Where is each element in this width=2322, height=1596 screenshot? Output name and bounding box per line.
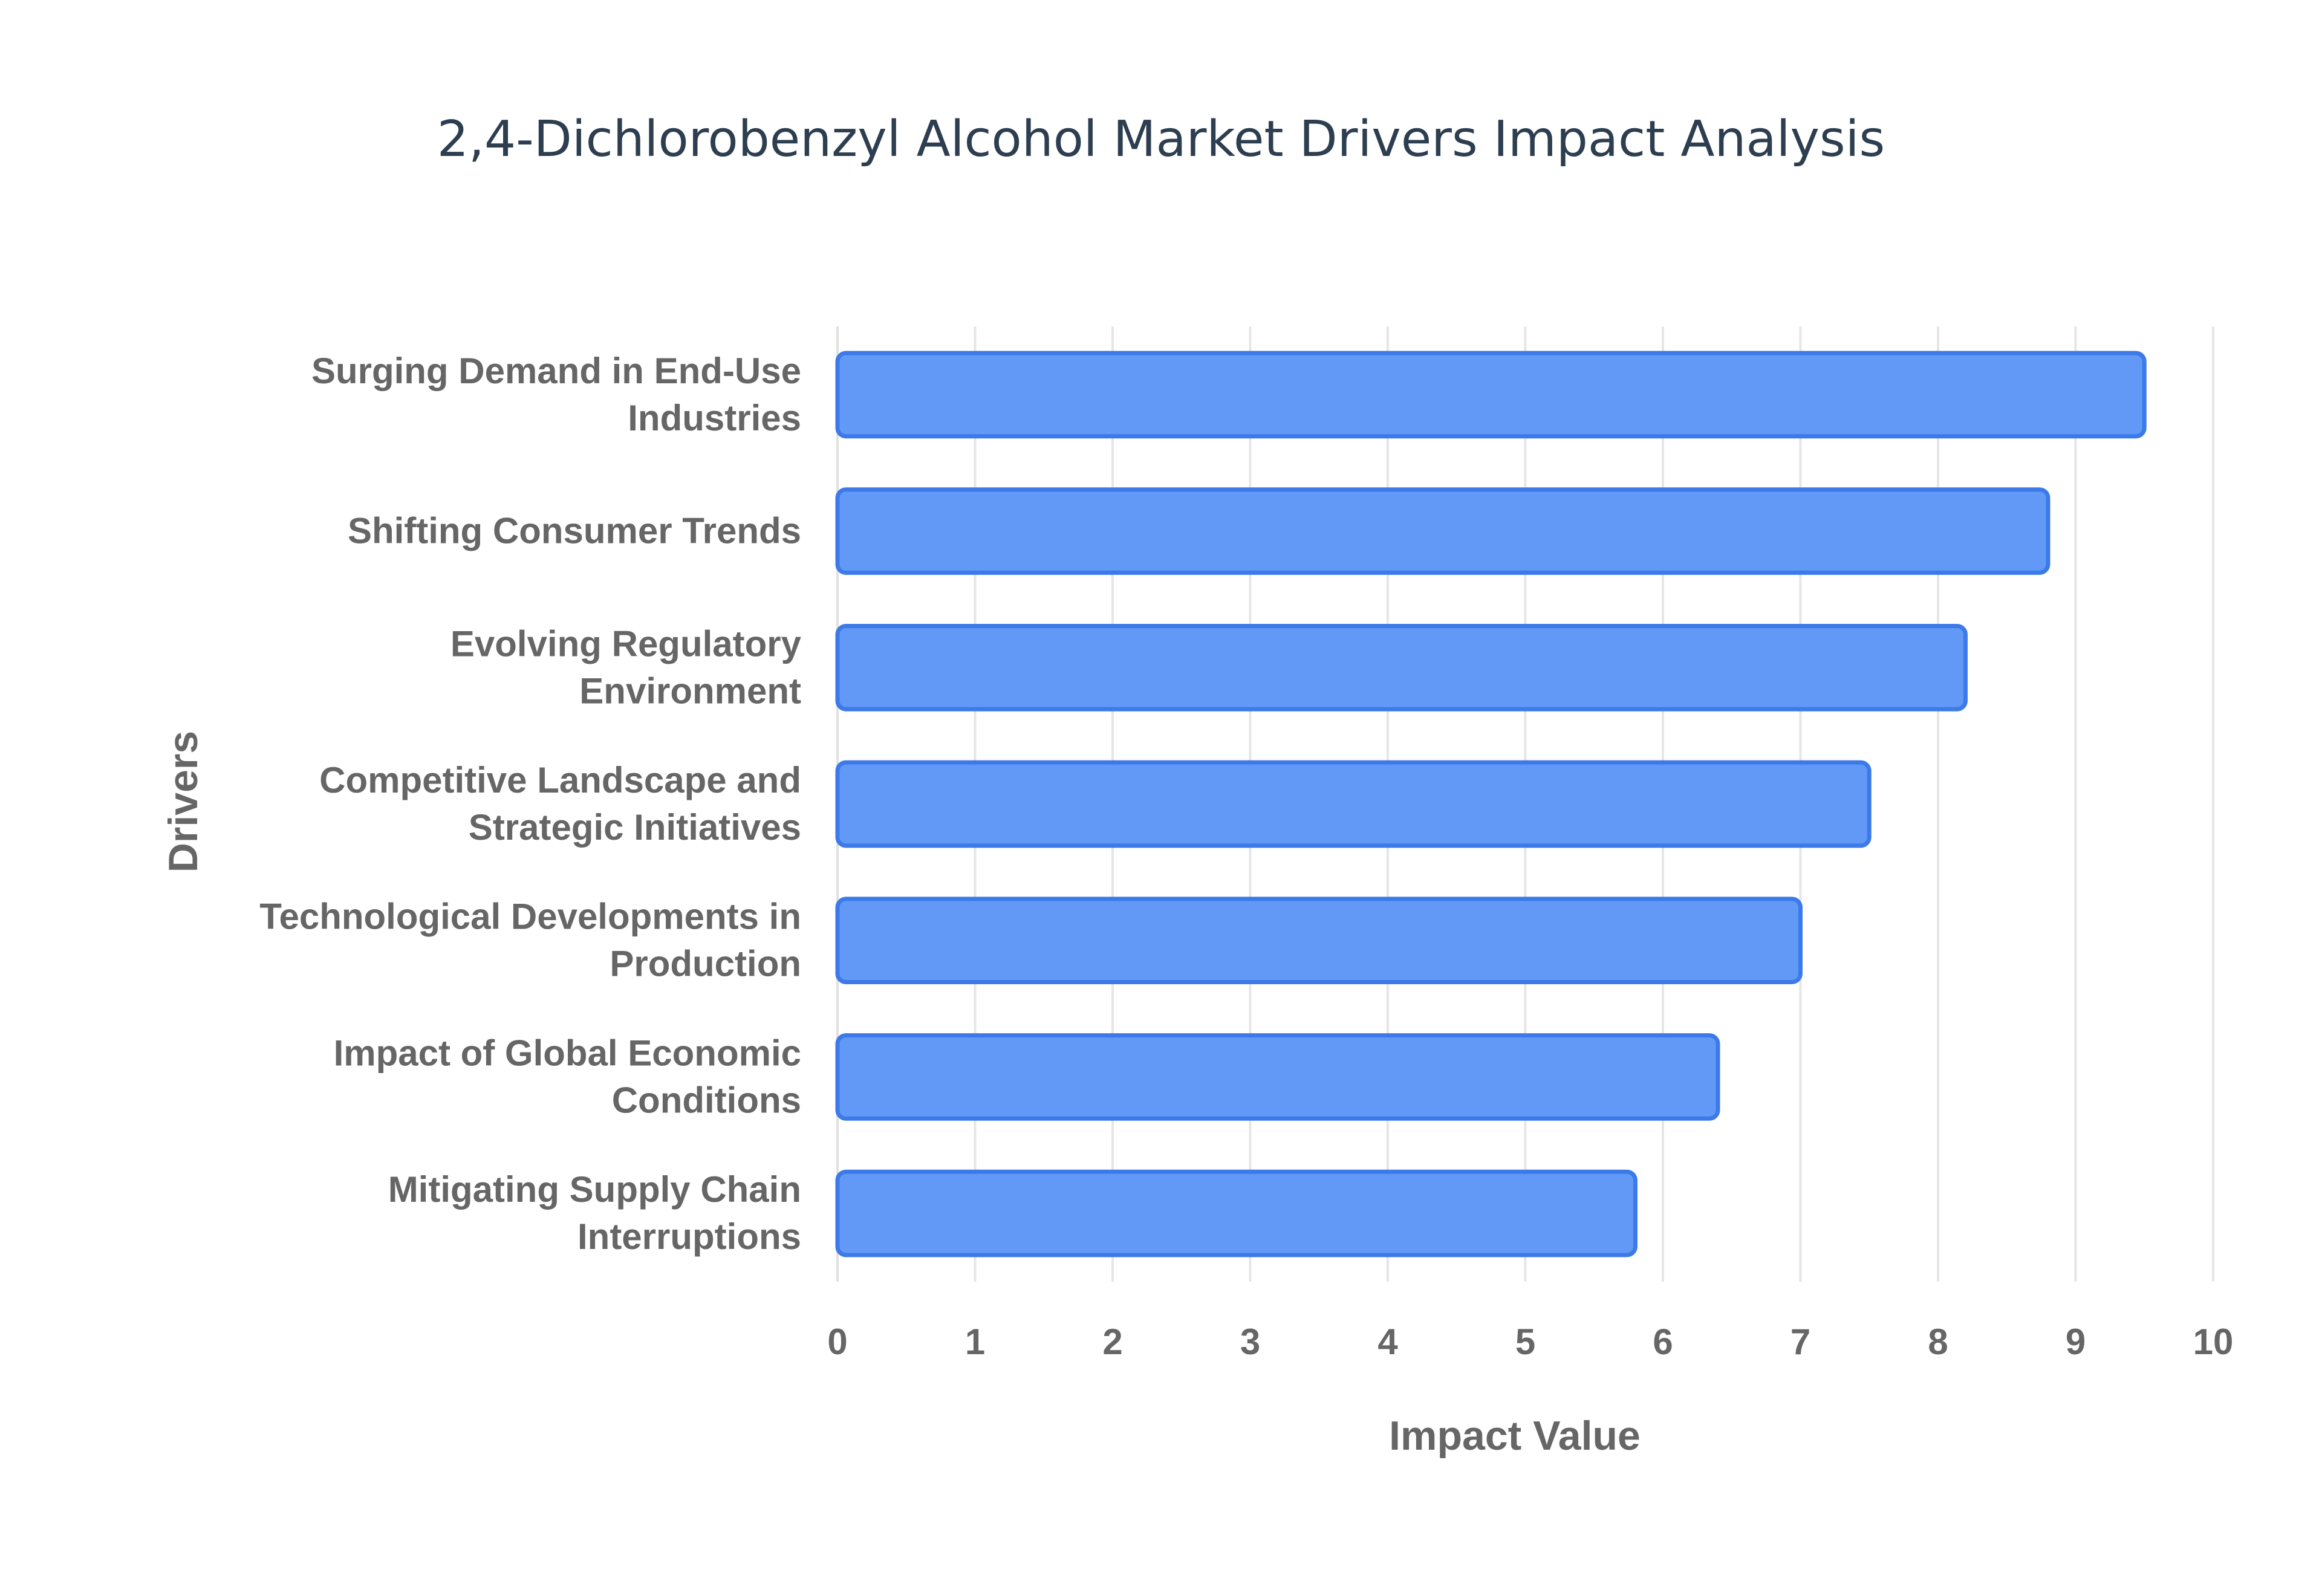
category-label: Competitive Landscape and Strategic Initi… — [319, 760, 801, 848]
bar[interactable] — [835, 760, 1872, 848]
category-label: Impact of Global Economic Conditions — [334, 1033, 801, 1120]
x-tick-label: 2 — [1102, 1322, 1122, 1362]
bar[interactable] — [835, 623, 1968, 712]
x-tick-label: 9 — [2066, 1322, 2086, 1362]
category-labels: Surging Demand in End-Use Industries Shift… — [259, 351, 801, 1257]
category-label: Evolving Regulatory Environment — [450, 623, 802, 711]
x-tick-label: 4 — [1377, 1322, 1398, 1362]
x-tick-label: 10 — [2193, 1322, 2234, 1362]
chart-title: 2,4-Dichlorobenzyl Alcohol Market Driver… — [437, 111, 1885, 168]
bar[interactable] — [835, 1033, 1720, 1121]
category-label: Technological Developments in Production — [259, 897, 801, 984]
x-tick-label: 1 — [965, 1322, 985, 1362]
x-tick-label: 8 — [1928, 1322, 1948, 1362]
y-axis-label: Drivers — [160, 731, 206, 872]
category-label: Surging Demand in End-Use Industries — [311, 351, 801, 438]
bar[interactable] — [835, 487, 2050, 575]
x-tick-label: 3 — [1240, 1322, 1260, 1362]
x-tick-label: 5 — [1515, 1322, 1535, 1362]
bar[interactable] — [835, 351, 2147, 439]
x-tick-label: 0 — [827, 1322, 847, 1362]
category-label: Shifting Consumer Trends — [348, 511, 801, 551]
category-label: Mitigating Supply Chain Interruptions — [388, 1169, 801, 1257]
x-axis-label: Impact Value — [1389, 1413, 1641, 1459]
x-tick-label: 7 — [1790, 1322, 1810, 1362]
bar[interactable] — [835, 897, 1803, 985]
x-tick-label: 6 — [1653, 1322, 1673, 1362]
bar[interactable] — [835, 1169, 1637, 1257]
bars — [835, 351, 2147, 1257]
x-tick-labels: 0 1 2 3 4 5 6 7 8 9 10 — [827, 1322, 2233, 1362]
